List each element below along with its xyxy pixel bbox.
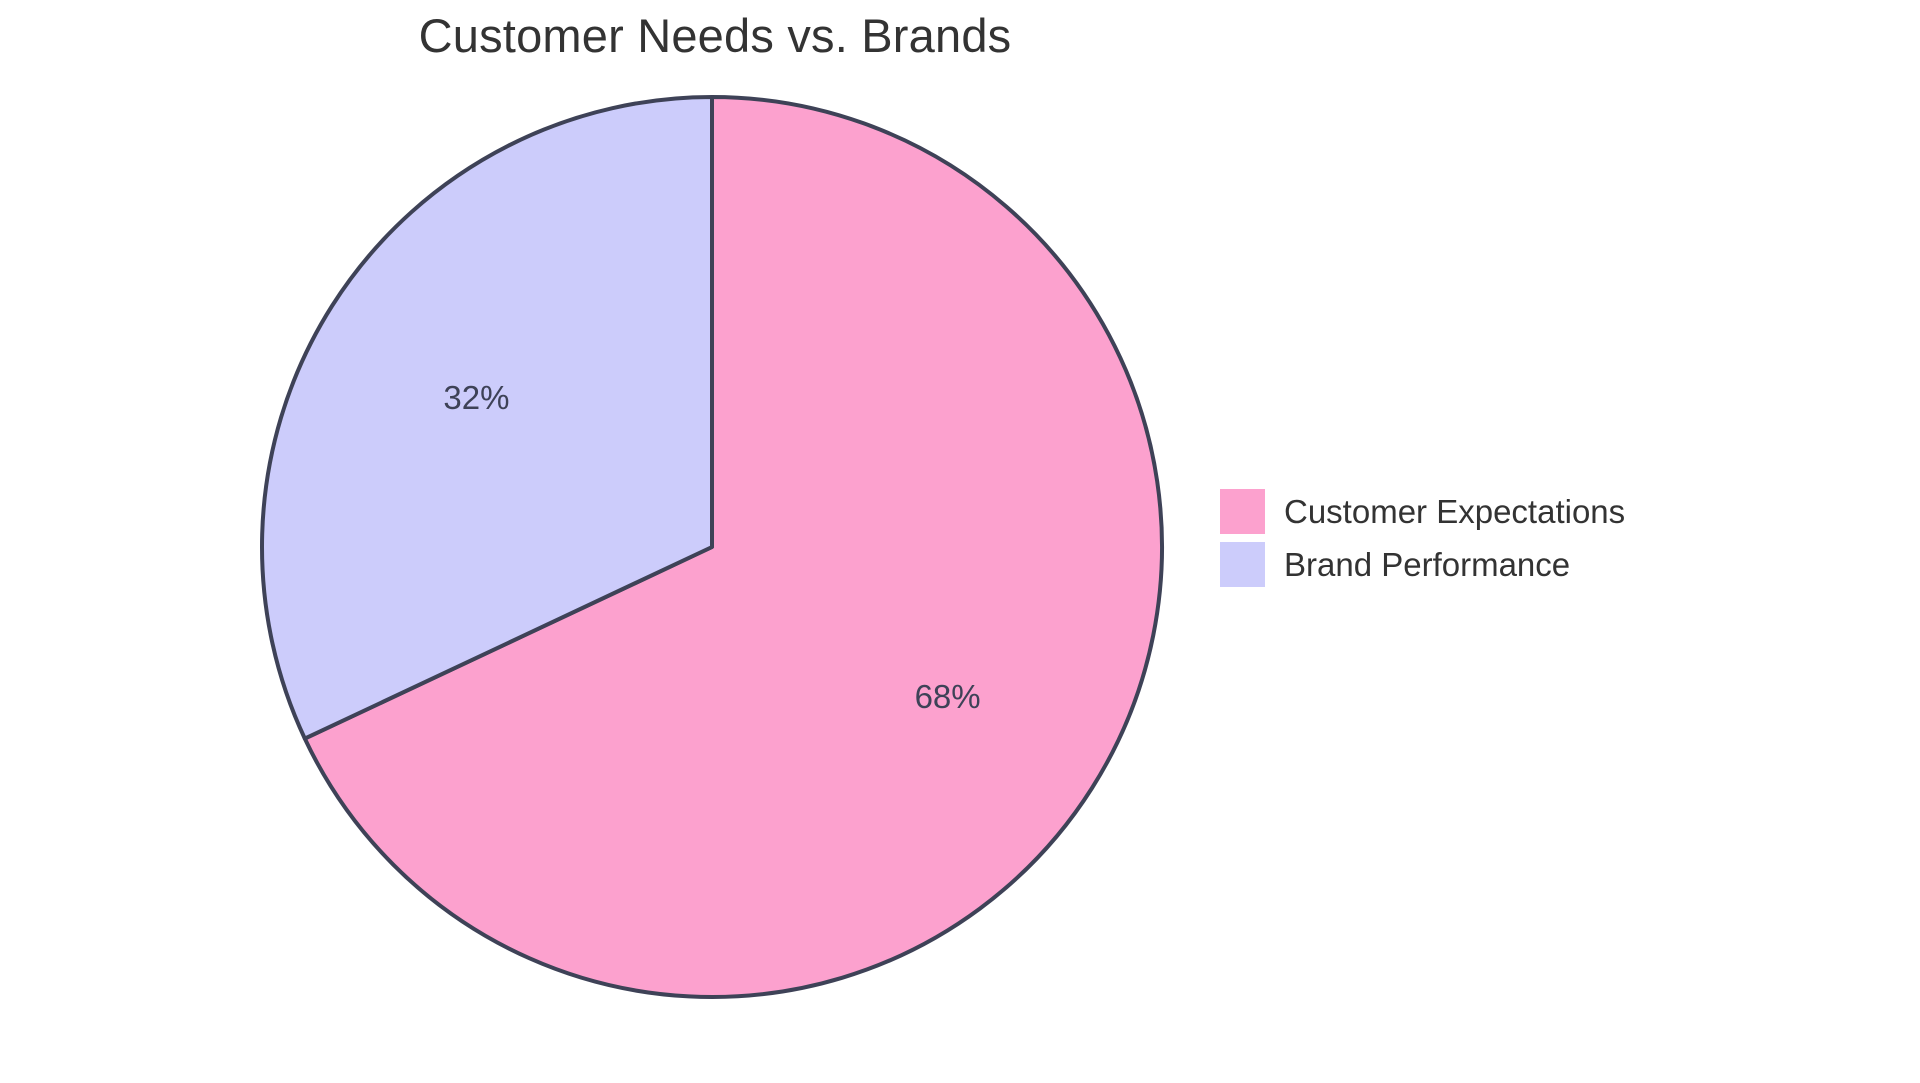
pie-slices-group xyxy=(260,95,1165,999)
legend-swatch-icon xyxy=(1220,542,1265,587)
chart-title: Customer Needs vs. Brands xyxy=(418,9,1012,62)
pie-slice[interactable] xyxy=(302,95,1165,999)
pie-slice-label: 32% xyxy=(443,379,509,416)
chart-legend: Customer Expectations Brand Performance xyxy=(1220,485,1625,591)
legend-item-brand-performance[interactable]: Brand Performance xyxy=(1220,538,1625,591)
pie-slice[interactable] xyxy=(260,95,714,741)
legend-item-customer-expectations[interactable]: Customer Expectations xyxy=(1220,485,1625,538)
legend-item-label: Brand Performance xyxy=(1284,546,1571,583)
pie-slice-label: 68% xyxy=(915,678,981,715)
legend-swatch-icon xyxy=(1220,489,1265,534)
pie-slice-labels-group: 68% 32% xyxy=(443,379,980,715)
legend-item-label: Customer Expectations xyxy=(1284,493,1626,530)
